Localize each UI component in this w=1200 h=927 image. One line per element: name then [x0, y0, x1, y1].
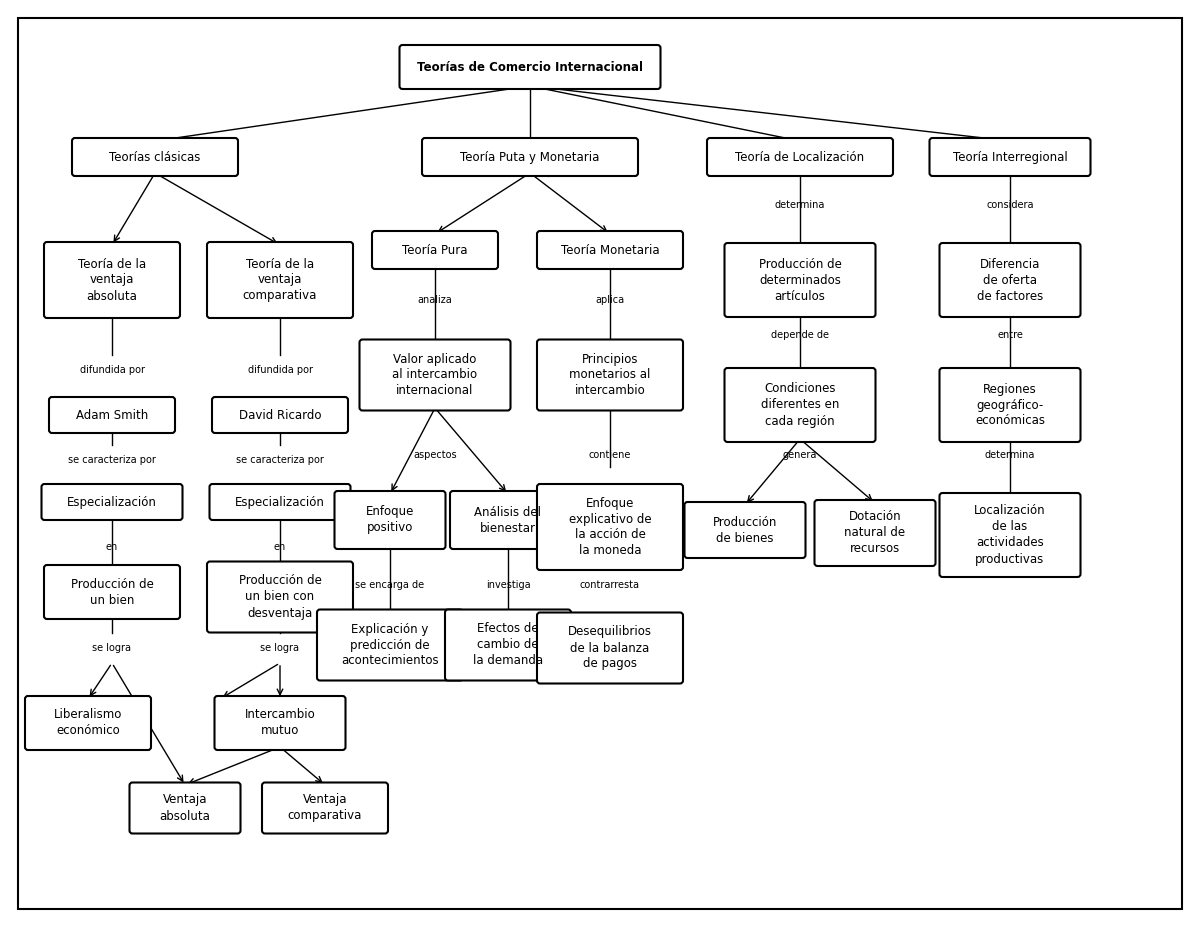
Text: se caracteriza por: se caracteriza por [68, 455, 156, 465]
FancyBboxPatch shape [49, 397, 175, 433]
FancyBboxPatch shape [360, 339, 510, 411]
FancyBboxPatch shape [42, 484, 182, 520]
FancyBboxPatch shape [130, 782, 240, 833]
Text: Valor aplicado
al intercambio
internacional: Valor aplicado al intercambio internacio… [392, 352, 478, 398]
FancyBboxPatch shape [208, 562, 353, 632]
Text: Explicación y
predicción de
acontecimientos: Explicación y predicción de acontecimien… [341, 623, 439, 667]
Text: Producción de
un bien con
desventaja: Producción de un bien con desventaja [239, 575, 322, 619]
FancyBboxPatch shape [317, 609, 463, 680]
FancyBboxPatch shape [725, 368, 876, 442]
Text: genera: genera [782, 450, 817, 460]
Text: depende de: depende de [772, 330, 829, 340]
Text: Teoría de Localización: Teoría de Localización [736, 150, 864, 163]
Text: Efectos de
cambio de
la demanda: Efectos de cambio de la demanda [473, 623, 544, 667]
FancyBboxPatch shape [210, 484, 350, 520]
FancyBboxPatch shape [262, 782, 388, 833]
Text: entre: entre [997, 330, 1022, 340]
Text: Teorías de Comercio Internacional: Teorías de Comercio Internacional [418, 60, 643, 73]
Text: Adam Smith: Adam Smith [76, 409, 148, 422]
FancyBboxPatch shape [725, 243, 876, 317]
Text: Teoría Puta y Monetaria: Teoría Puta y Monetaria [461, 150, 600, 163]
Text: analiza: analiza [418, 295, 452, 305]
Text: Producción de
determinados
artículos: Producción de determinados artículos [758, 258, 841, 302]
Text: Análisis del
bienestar: Análisis del bienestar [474, 505, 541, 535]
FancyBboxPatch shape [815, 500, 936, 566]
Text: Condiciones
diferentes en
cada región: Condiciones diferentes en cada región [761, 383, 839, 427]
Text: Especialización: Especialización [67, 496, 157, 509]
FancyBboxPatch shape [450, 491, 566, 549]
Text: Intercambio
mutuo: Intercambio mutuo [245, 708, 316, 738]
FancyBboxPatch shape [538, 484, 683, 570]
Text: se logra: se logra [92, 643, 132, 653]
Text: determina: determina [775, 200, 826, 210]
Text: contiene: contiene [589, 450, 631, 460]
FancyBboxPatch shape [212, 397, 348, 433]
FancyBboxPatch shape [684, 502, 805, 558]
FancyBboxPatch shape [930, 138, 1091, 176]
FancyBboxPatch shape [707, 138, 893, 176]
Text: en: en [106, 542, 118, 552]
Text: Ventaja
comparativa: Ventaja comparativa [288, 794, 362, 822]
FancyBboxPatch shape [422, 138, 638, 176]
Text: considera: considera [986, 200, 1033, 210]
Text: Diferencia
de oferta
de factores: Diferencia de oferta de factores [977, 258, 1043, 302]
Text: investiga: investiga [486, 580, 530, 590]
FancyBboxPatch shape [72, 138, 238, 176]
FancyBboxPatch shape [44, 242, 180, 318]
Text: Producción de
un bien: Producción de un bien [71, 578, 154, 606]
Text: Teoría de la
ventaja
comparativa: Teoría de la ventaja comparativa [242, 258, 317, 302]
Text: Liberalismo
económico: Liberalismo económico [54, 708, 122, 738]
Text: Teoría Pura: Teoría Pura [402, 244, 468, 257]
Text: Enfoque
explicativo de
la acción de
la moneda: Enfoque explicativo de la acción de la m… [569, 497, 652, 557]
Text: Ventaja
absoluta: Ventaja absoluta [160, 794, 210, 822]
FancyBboxPatch shape [44, 565, 180, 619]
Text: difundida por: difundida por [247, 365, 312, 375]
FancyBboxPatch shape [538, 613, 683, 683]
FancyBboxPatch shape [445, 609, 571, 680]
Text: se encarga de: se encarga de [355, 580, 425, 590]
Text: difundida por: difundida por [79, 365, 144, 375]
Text: David Ricardo: David Ricardo [239, 409, 322, 422]
Text: Teoría Monetaria: Teoría Monetaria [560, 244, 659, 257]
Text: Regiones
geográfico-
económicas: Regiones geográfico- económicas [974, 383, 1045, 427]
Text: Desequilibrios
de la balanza
de pagos: Desequilibrios de la balanza de pagos [568, 626, 652, 670]
Text: Teoría Interregional: Teoría Interregional [953, 150, 1067, 163]
Text: Enfoque
positivo: Enfoque positivo [366, 505, 414, 535]
Text: se logra: se logra [260, 643, 300, 653]
FancyBboxPatch shape [208, 242, 353, 318]
FancyBboxPatch shape [940, 368, 1080, 442]
Text: Teoría de la
ventaja
absoluta: Teoría de la ventaja absoluta [78, 258, 146, 302]
Text: contrarresta: contrarresta [580, 580, 640, 590]
Text: Dotación
natural de
recursos: Dotación natural de recursos [845, 511, 906, 555]
FancyBboxPatch shape [538, 231, 683, 269]
FancyBboxPatch shape [400, 45, 660, 89]
Text: Especialización: Especialización [235, 496, 325, 509]
Text: Localización
de las
actividades
productivas: Localización de las actividades producti… [974, 504, 1046, 565]
Text: Teorías clásicas: Teorías clásicas [109, 150, 200, 163]
Text: Principios
monetarios al
intercambio: Principios monetarios al intercambio [569, 352, 650, 398]
FancyBboxPatch shape [372, 231, 498, 269]
Text: determina: determina [985, 450, 1036, 460]
Text: aplica: aplica [595, 295, 624, 305]
FancyBboxPatch shape [940, 493, 1080, 577]
FancyBboxPatch shape [25, 696, 151, 750]
Text: se caracteriza por: se caracteriza por [236, 455, 324, 465]
Text: Producción
de bienes: Producción de bienes [713, 515, 778, 544]
FancyBboxPatch shape [940, 243, 1080, 317]
FancyBboxPatch shape [335, 491, 445, 549]
FancyBboxPatch shape [538, 339, 683, 411]
Text: en: en [274, 542, 286, 552]
Text: aspectos: aspectos [413, 450, 457, 460]
FancyBboxPatch shape [215, 696, 346, 750]
